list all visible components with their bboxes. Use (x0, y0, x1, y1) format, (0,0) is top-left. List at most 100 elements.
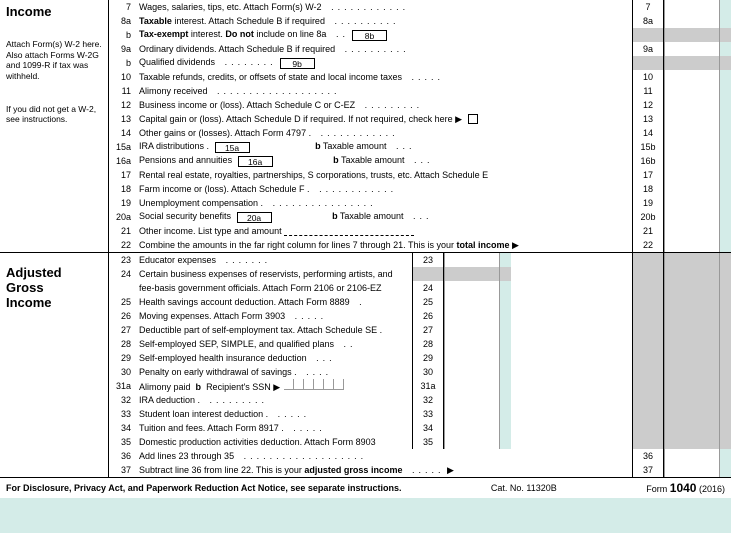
line-9b-desc: Qualified dividends ........9b (137, 57, 632, 68)
line-24b: fee-basis government officials. Attach F… (108, 281, 731, 295)
line-36-desc: Add lines 23 through 35 ................… (137, 451, 632, 461)
line-16b-amount[interactable] (664, 154, 719, 168)
line-14-amount[interactable] (664, 126, 719, 140)
line-13-label: 13 (632, 112, 664, 126)
line-11: 11 Alimony received ................... … (108, 84, 731, 98)
income-note-w2: Attach Form(s) W-2 here. Also attach For… (6, 39, 102, 82)
line-34-amount[interactable] (444, 421, 499, 435)
line-13-checkbox[interactable] (468, 114, 478, 124)
line-13-amount[interactable] (664, 112, 719, 126)
line-17-label: 17 (632, 168, 664, 182)
line-35-num: 35 (109, 437, 137, 447)
line-36-amount[interactable] (664, 449, 719, 463)
income-note-now2: If you did not get a W-2, see instructio… (6, 104, 102, 125)
line-15a-desc: IRA distributions . 15a b Taxable amount… (137, 141, 632, 152)
line-26: 26 Moving expenses. Attach Form 3903 ...… (108, 309, 731, 323)
line-25-num: 25 (109, 297, 137, 307)
line-7: 7 Wages, salaries, tips, etc. Attach For… (108, 0, 731, 14)
line-33-desc: Student loan interest deduction . ..... (137, 409, 412, 419)
line-37-num: 37 (109, 465, 137, 475)
line-15b-label: 15b (632, 140, 664, 154)
line-26-amount[interactable] (444, 309, 499, 323)
line-11-amount[interactable] (664, 84, 719, 98)
line-34-desc: Tuition and fees. Attach Form 8917 . ...… (137, 423, 412, 433)
line-31a-amount[interactable] (444, 379, 499, 393)
line-8a-desc: Taxable interest. Attach Schedule B if r… (137, 16, 632, 26)
line-15b-amount[interactable] (664, 140, 719, 154)
box-20a[interactable]: 20a (237, 212, 272, 223)
box-31a-label: 31a (412, 379, 444, 393)
line-13-num: 13 (109, 114, 137, 124)
line-18-label: 18 (632, 182, 664, 196)
line-9a: 9a Ordinary dividends. Attach Schedule B… (108, 42, 731, 56)
box-9b[interactable]: 9b (280, 58, 315, 69)
footer-catno: Cat. No. 11320B (491, 483, 557, 493)
line-17-amount[interactable] (664, 168, 719, 182)
line-10-amount[interactable] (664, 70, 719, 84)
line-29-num: 29 (109, 353, 137, 363)
line-11-num: 11 (109, 86, 137, 96)
line-35-amount[interactable] (444, 435, 499, 449)
line-16a-desc: Pensions and annuities 16a b Taxable amo… (137, 155, 632, 166)
line-24a: 24 Certain business expenses of reservis… (108, 267, 731, 281)
line-19-label: 19 (632, 196, 664, 210)
line-21-amount[interactable] (664, 224, 719, 238)
line-37-label: 37 (632, 463, 664, 477)
line-10-num: 10 (109, 72, 137, 82)
line-12-amount[interactable] (664, 98, 719, 112)
line-22-num: 22 (109, 240, 137, 250)
line-30-num: 30 (109, 367, 137, 377)
line-19-amount[interactable] (664, 196, 719, 210)
line-28-amount[interactable] (444, 337, 499, 351)
line-21-desc: Other income. List type and amount (137, 226, 632, 236)
agi-left-col: Adjusted Gross Income (0, 253, 108, 477)
line-35-desc: Domestic production activities deduction… (137, 437, 412, 447)
line-33-amount[interactable] (444, 407, 499, 421)
line-7-amount[interactable] (664, 0, 719, 14)
line-10-label: 10 (632, 70, 664, 84)
line-25: 25 Health savings account deduction. Att… (108, 295, 731, 309)
line-8b: b Tax-exempt interest. Do not include on… (108, 28, 731, 42)
line-14: 14 Other gains or (losses). Attach Form … (108, 126, 731, 140)
box-27-label: 27 (412, 323, 444, 337)
box-26-label: 26 (412, 309, 444, 323)
line-16b-label: 16b (632, 154, 664, 168)
agi-rows: 23 Educator expenses ....... 23 24 Certa… (108, 253, 731, 477)
line-9a-num: 9a (109, 44, 137, 54)
income-section: Income Attach Form(s) W-2 here. Also att… (0, 0, 731, 252)
line-32-amount[interactable] (444, 393, 499, 407)
line-18-amount[interactable] (664, 182, 719, 196)
line-8a: 8a Taxable interest. Attach Schedule B i… (108, 14, 731, 28)
line-14-desc: Other gains or (losses). Attach Form 479… (137, 128, 632, 138)
line-12: 12 Business income or (loss). Attach Sch… (108, 98, 731, 112)
box-16a[interactable]: 16a (238, 156, 273, 167)
line-22-amount[interactable] (664, 238, 719, 252)
line-16a-num: 16a (109, 156, 137, 166)
line-19-num: 19 (109, 198, 137, 208)
line-36-label: 36 (632, 449, 664, 463)
line-27-amount[interactable] (444, 323, 499, 337)
box-30-label: 30 (412, 365, 444, 379)
line-23-amount[interactable] (444, 253, 499, 267)
line-19-desc: Unemployment compensation . ............… (137, 198, 632, 208)
line-29-amount[interactable] (444, 351, 499, 365)
line-30-amount[interactable] (444, 365, 499, 379)
line-10-desc: Taxable refunds, credits, or offsets of … (137, 72, 632, 82)
line-8a-num: 8a (109, 16, 137, 26)
line-11-desc: Alimony received ................... (137, 86, 632, 96)
income-rows: 7 Wages, salaries, tips, etc. Attach For… (108, 0, 731, 252)
line-25-amount[interactable] (444, 295, 499, 309)
line-9a-amount[interactable] (664, 42, 719, 56)
line-29-desc: Self-employed health insurance deduction… (137, 353, 412, 363)
line-21-writein[interactable] (284, 226, 414, 236)
box-8b[interactable]: 8b (352, 30, 387, 41)
line-8a-amount[interactable] (664, 14, 719, 28)
box-15a[interactable]: 15a (215, 142, 250, 153)
line-37-amount[interactable] (664, 463, 719, 477)
agi-title-3: Income (6, 295, 102, 310)
recipient-ssn-input[interactable] (284, 379, 344, 390)
line-24-amount[interactable] (444, 281, 499, 295)
line-20b-amount[interactable] (664, 210, 719, 224)
line-9a-label: 9a (632, 42, 664, 56)
line-21: 21 Other income. List type and amount 21 (108, 224, 731, 238)
